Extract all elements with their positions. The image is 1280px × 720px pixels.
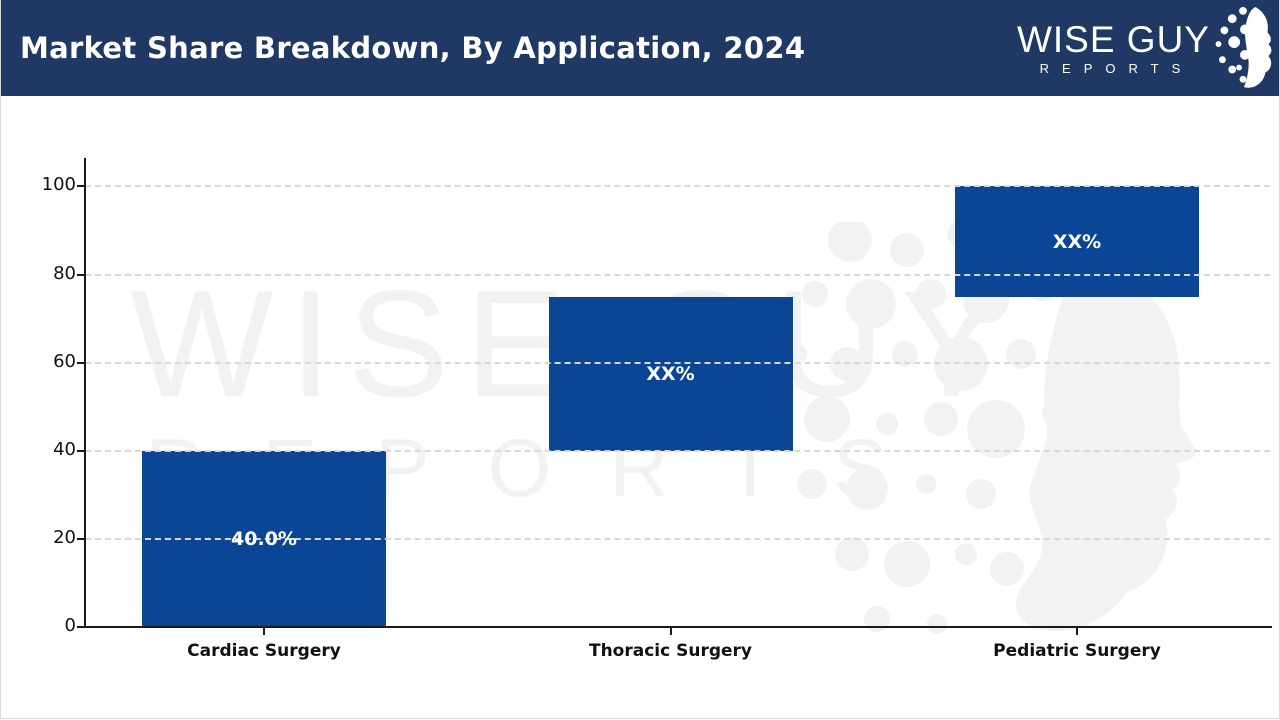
x-tick-mark [263,628,265,635]
logo-reports-text: REPORTS [1039,60,1194,76]
wiseguy-reports-logo: WISE GUY REPORTS [1017,5,1280,91]
y-tick-mark [77,537,84,540]
gridline [85,537,1270,540]
gridline [85,185,1270,188]
x-axis-line [84,626,1272,628]
bar-value-label: 40.0% [231,527,297,550]
y-tick-label: 60 [53,350,76,372]
x-tick-mark [669,628,672,635]
gridline [85,361,1270,364]
y-tick-mark [77,626,84,628]
y-tick-label: 100 [41,174,76,196]
logo-text: WISE GUY REPORTS [1017,21,1210,76]
y-tick-label: 40 [53,438,76,460]
y-axis-line [84,158,86,628]
logo-wiseguy-text: WISE GUY [1016,18,1210,60]
category-label: Pediatric Surgery [993,641,1161,661]
page-title: Market Share Breakdown, By Application, … [20,31,806,65]
category-label: Thoracic Surgery [588,641,753,661]
bar-value-label: XX% [1052,230,1102,253]
y-tick-label: 20 [53,526,76,548]
x-tick-mark [1076,628,1078,635]
y-tick-mark [77,361,84,364]
y-tick-label: 80 [53,262,76,284]
category-label: Cardiac Surgery [187,641,341,661]
y-tick-mark [77,449,84,452]
y-tick-mark [77,273,84,276]
logo-head-profile-icon [1215,6,1272,88]
y-tick-mark [77,185,84,188]
header-bar: Market Share Breakdown, By Application, … [0,0,1280,96]
gridline [85,449,1270,452]
y-tick-label: 0 [64,615,76,636]
bar-value-label: XX% [646,362,695,385]
bar-thoracic-surgery [548,296,793,451]
gridline [85,273,1270,276]
